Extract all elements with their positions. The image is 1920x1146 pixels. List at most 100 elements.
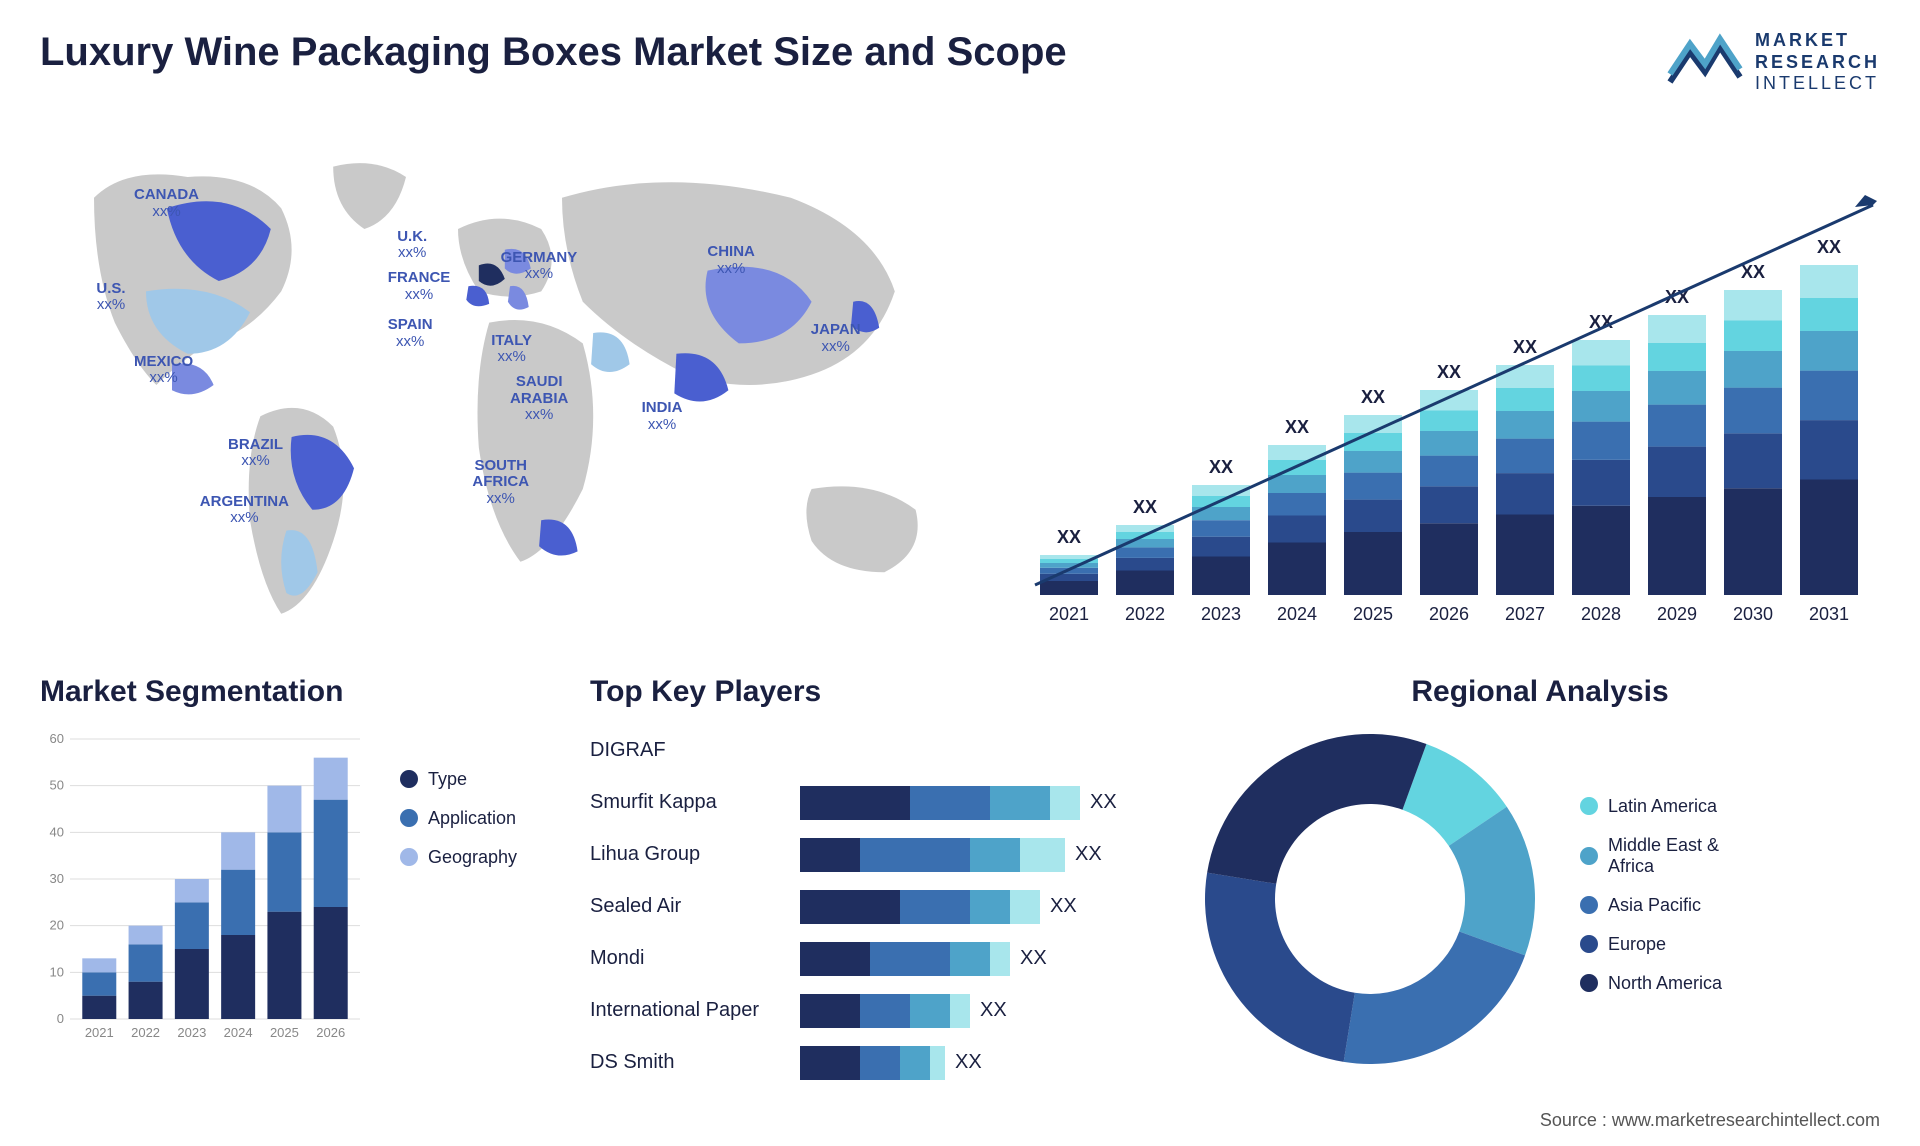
legend-item: Asia Pacific [1580,895,1880,916]
regional-donut-svg [1200,729,1540,1069]
map-label: BRAZILxx% [228,437,283,470]
map-label: SPAINxx% [388,317,433,350]
map-label: CHINAxx% [707,244,755,277]
players-title: Top Key Players [590,675,1170,709]
legend-item: Application [400,808,560,829]
svg-text:2022: 2022 [131,1025,160,1040]
svg-text:XX: XX [1361,387,1385,407]
player-bar [800,1046,945,1080]
player-bar [800,838,1065,872]
svg-text:XX: XX [1057,527,1081,547]
svg-text:0: 0 [57,1011,64,1026]
player-bar [800,994,970,1028]
svg-text:2031: 2031 [1809,604,1849,624]
svg-text:30: 30 [50,871,64,886]
svg-text:10: 10 [50,964,64,979]
svg-text:2025: 2025 [1353,604,1393,624]
segmentation-chart-svg: 0 10 20 30 40 50 60 2021 2022 2023 2024 2025 2026 [40,729,360,1049]
svg-text:2022: 2022 [1125,604,1165,624]
svg-text:2023: 2023 [177,1025,206,1040]
player-row: Lihua GroupXX [590,833,1170,877]
svg-text:2025: 2025 [270,1025,299,1040]
svg-text:2029: 2029 [1657,604,1697,624]
svg-text:2030: 2030 [1733,604,1773,624]
player-name: International Paper [590,999,800,1022]
player-bar [800,786,1080,820]
svg-text:2026: 2026 [1429,604,1469,624]
map-label: JAPANxx% [811,322,861,355]
map-label: U.K.xx% [397,229,427,262]
legend-item: Geography [400,847,560,868]
svg-text:20: 20 [50,917,64,932]
svg-text:2021: 2021 [1049,604,1089,624]
svg-text:XX: XX [1513,337,1537,357]
player-bar [800,942,1010,976]
map-label: ARGENTINAxx% [200,494,289,527]
player-row: Sealed AirXX [590,885,1170,929]
svg-text:2021: 2021 [85,1025,114,1040]
players-list: DIGRAFSmurfit KappaXXLihua GroupXXSealed… [590,729,1170,1085]
svg-text:2023: 2023 [1201,604,1241,624]
svg-text:XX: XX [1209,457,1233,477]
logo-line1: MARKET [1755,30,1880,52]
player-value: XX [1020,947,1047,970]
legend-item: North America [1580,973,1880,994]
player-name: DS Smith [590,1051,800,1074]
svg-text:2027: 2027 [1505,604,1545,624]
logo-line2: RESEARCH [1755,52,1880,74]
player-value: XX [1090,791,1117,814]
source-label: Source : www.marketresearchintellect.com [1540,1110,1880,1131]
svg-text:XX: XX [1133,497,1157,517]
legend-item: Type [400,769,560,790]
svg-text:2024: 2024 [1277,604,1317,624]
player-row: DS Smith XX [590,1041,1170,1085]
map-label: SOUTHAFRICAxx% [472,458,529,508]
map-label: MEXICOxx% [134,354,193,387]
growth-chart-svg: XX 2021 XX 2022 XX 2023 XX 2024 XX 2025 XX 2026 XX 20… [1020,135,1880,635]
svg-text:2028: 2028 [1581,604,1621,624]
map-label: INDIAxx% [642,400,683,433]
logo-icon [1665,32,1745,92]
legend-item: Europe [1580,934,1880,955]
world-map: CANADAxx% U.S.xx% MEXICOxx% BRAZILxx% ARGENT… [40,125,980,645]
svg-text:2026: 2026 [316,1025,345,1040]
player-bar [800,890,1040,924]
player-row: Mondi XX [590,937,1170,981]
map-label: CANADAxx% [134,187,199,220]
player-row: DIGRAF [590,729,1170,773]
svg-text:60: 60 [50,731,64,746]
page-title: Luxury Wine Packaging Boxes Market Size … [40,30,1067,75]
segmentation-panel: Market Segmentation 0 10 20 30 40 50 60 2021 202… [40,675,560,1075]
legend-item: Latin America [1580,796,1880,817]
svg-text:50: 50 [50,777,64,792]
segmentation-legend: Type Application Geography [400,729,560,1075]
player-row: International Paper XX [590,989,1170,1033]
segmentation-title: Market Segmentation [40,675,560,709]
player-name: DIGRAF [590,739,800,762]
regional-title: Regional Analysis [1200,675,1880,709]
svg-text:2024: 2024 [224,1025,253,1040]
player-value: XX [1075,843,1102,866]
map-label: FRANCExx% [388,270,451,303]
growth-chart: XX 2021 XX 2022 XX 2023 XX 2024 XX 2025 XX 2026 XX 20… [1020,125,1880,645]
svg-text:40: 40 [50,824,64,839]
player-value: XX [1050,895,1077,918]
brand-logo: MARKET RESEARCH INTELLECT [1665,30,1880,95]
svg-text:XX: XX [1817,237,1841,257]
player-name: Smurfit Kappa [590,791,800,814]
legend-item: Middle East &Africa [1580,835,1880,877]
player-name: Mondi [590,947,800,970]
map-label: ITALYxx% [491,333,532,366]
map-label: U.S.xx% [96,281,125,314]
regional-panel: Regional Analysis Latin America Middle Ea… [1200,675,1880,1075]
map-label: SAUDIARABIAxx% [510,374,568,424]
player-row: Smurfit Kappa XX [590,781,1170,825]
svg-text:XX: XX [1437,362,1461,382]
regional-legend: Latin America Middle East &Africa Asia Pac… [1580,786,1880,1012]
map-label: GERMANYxx% [501,250,578,283]
player-value: XX [980,999,1007,1022]
players-panel: Top Key Players DIGRAFSmurfit KappaXXLih… [590,675,1170,1075]
player-value: XX [955,1051,982,1074]
svg-text:XX: XX [1741,262,1765,282]
logo-line3: INTELLECT [1755,73,1880,95]
